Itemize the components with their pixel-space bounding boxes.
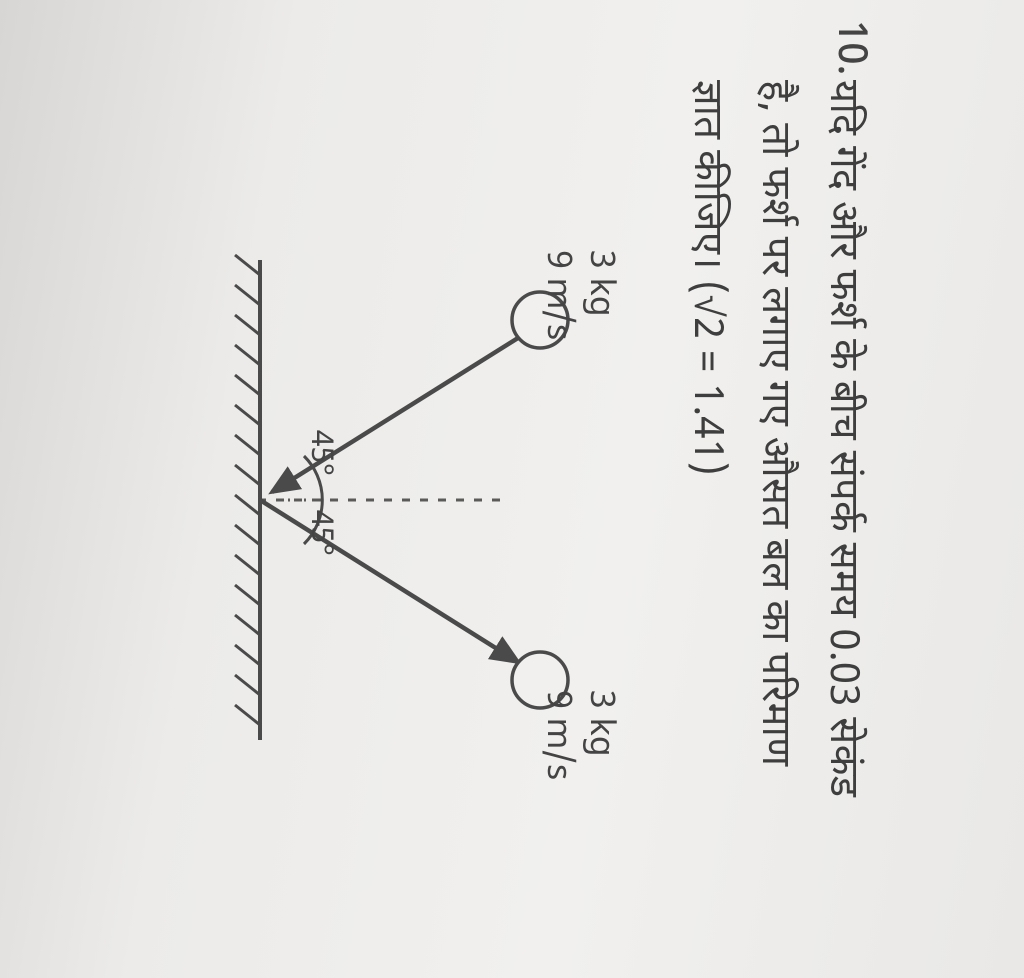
diagram: 3 kg 9 m/s 3 kg 9 m/s 45° 45° [210,200,640,800]
ball-right-speed: 9 m/s [535,690,578,780]
angle-right-label: 45° [299,510,338,556]
angle-right-value: 45° [299,510,338,556]
angle-left-value: 45° [299,430,338,476]
ball-left-speed: 9 m/s [535,250,578,340]
rotated-content: 10. यदि गेंद और फर्श के बीच संपर्क समय 0… [0,0,1024,978]
question-line-2: है, तो फर्श पर लगाए गए औसत बल का परिमाण [738,80,806,918]
question-line-3: ज्ञात कीजिए। (√2 = 1.41) [670,80,738,918]
question-number: 10. [822,20,874,75]
question-line-1: यदि गेंद और फर्श के बीच संपर्क समय 0.03 … [806,80,874,918]
question-block: 10. यदि गेंद और फर्श के बीच संपर्क समय 0… [210,80,874,918]
floor-hatching [235,255,260,725]
angle-left-label: 45° [299,430,338,476]
question-text: यदि गेंद और फर्श के बीच संपर्क समय 0.03 … [670,80,874,918]
ball-left-labels: 3 kg 9 m/s [535,250,620,340]
ball-left-mass: 3 kg [578,250,621,340]
ball-right-mass: 3 kg [578,690,621,780]
ball-right-labels: 3 kg 9 m/s [535,690,620,780]
page: 10. यदि गेंद और फर्श के बीच संपर्क समय 0… [0,0,1024,978]
